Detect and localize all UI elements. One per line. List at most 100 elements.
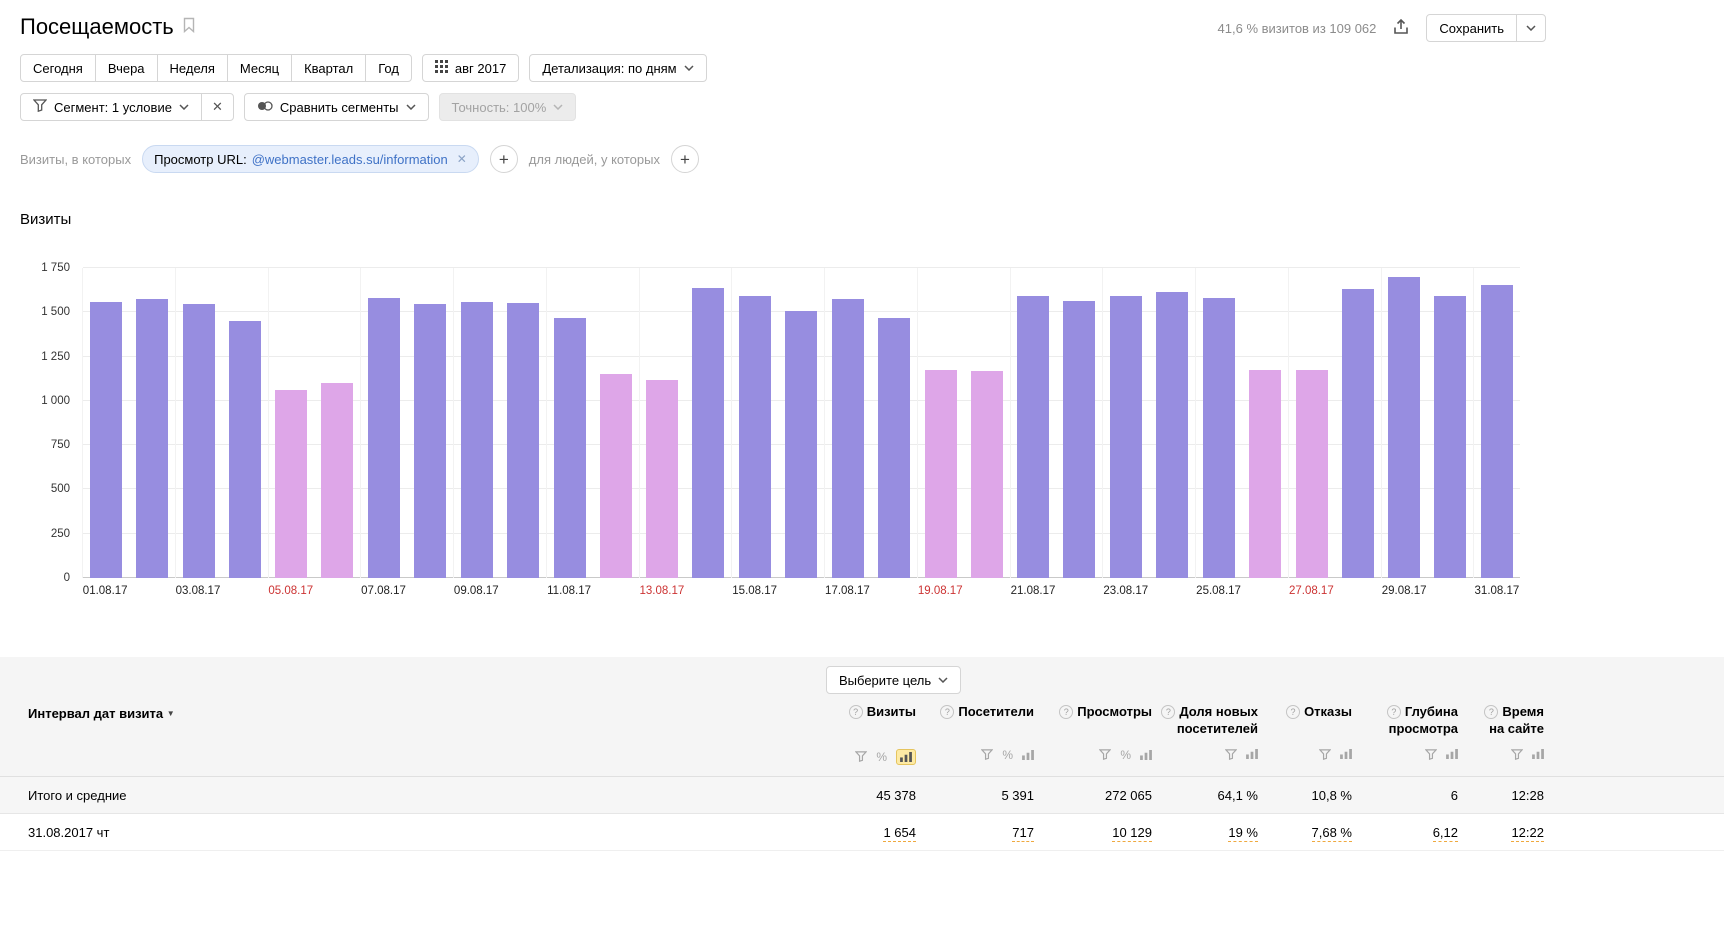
bar-chart-sort-icon[interactable] <box>896 748 916 765</box>
bookmark-icon[interactable] <box>183 17 195 38</box>
row-value-6[interactable]: 12:22 <box>1458 814 1544 850</box>
filter-icon[interactable] <box>1319 749 1331 760</box>
chip-close-icon[interactable]: ✕ <box>456 152 467 166</box>
add-visit-condition-button[interactable]: + <box>489 145 518 173</box>
segment-button[interactable]: Сегмент: 1 условие <box>20 93 202 121</box>
chart-bar[interactable] <box>970 370 1003 578</box>
row-value-3[interactable]: 19 % <box>1152 814 1258 850</box>
row-value-2[interactable]: 10 129 <box>1034 814 1152 850</box>
bar-chart-sort-icon[interactable] <box>1532 749 1544 760</box>
goal-select-button[interactable]: Выберите цель <box>826 666 962 694</box>
chart-bar[interactable] <box>1248 369 1281 578</box>
chart-bar[interactable] <box>368 298 401 578</box>
export-button[interactable] <box>1390 16 1412 41</box>
help-icon[interactable]: ? <box>1386 705 1401 719</box>
row-value-1[interactable]: 717 <box>916 814 1034 850</box>
chart-bar[interactable] <box>135 299 168 578</box>
column-header-2[interactable]: ? Просмотры <box>1034 696 1152 723</box>
chart-bar[interactable] <box>414 304 447 578</box>
filter-icon[interactable] <box>855 751 868 763</box>
percent-icon[interactable]: % <box>1120 747 1131 762</box>
percent-icon[interactable]: % <box>876 749 887 764</box>
period-button-0[interactable]: Сегодня <box>20 54 96 82</box>
chart-bar[interactable] <box>1481 285 1514 578</box>
period-button-4[interactable]: Квартал <box>291 54 367 82</box>
chart-bar[interactable] <box>924 369 957 578</box>
filter-icon[interactable] <box>1511 749 1523 760</box>
column-header-5[interactable]: ? Глубина просмотра <box>1352 696 1458 740</box>
row-value-4[interactable]: 7,68 % <box>1258 814 1352 850</box>
row-value-5[interactable]: 6,12 <box>1352 814 1458 850</box>
row-value-link[interactable]: 1 654 <box>883 824 916 842</box>
bar-chart-sort-icon[interactable] <box>1246 749 1258 760</box>
column-header-4[interactable]: ? Отказы <box>1258 696 1352 723</box>
chart-bar[interactable] <box>1202 298 1235 578</box>
period-button-5[interactable]: Год <box>365 54 412 82</box>
date-interval-header[interactable]: Интервал дат визита ▼ <box>20 696 826 725</box>
chart-bar[interactable] <box>1295 369 1328 578</box>
column-header-0[interactable]: ? Визиты <box>826 696 916 723</box>
chart-bar[interactable] <box>1388 276 1421 578</box>
chart-bar[interactable] <box>1341 289 1374 578</box>
chart-x-axis: 01.08.17 03.08.17 05.08.17 07.08.17 09.08.17… <box>82 585 1520 601</box>
chart-bar[interactable] <box>1017 296 1050 578</box>
chart-bar[interactable] <box>1156 291 1189 578</box>
row-value-link[interactable]: 19 % <box>1228 824 1258 842</box>
calendar-button[interactable]: авг 2017 <box>421 54 520 82</box>
filter-icon[interactable] <box>1425 749 1437 760</box>
chart-bar[interactable] <box>228 321 261 578</box>
row-date-label[interactable]: 31.08.2017 чт <box>28 824 110 840</box>
chart-bar[interactable] <box>460 301 493 578</box>
help-icon[interactable]: ? <box>1286 705 1301 719</box>
chart-bar[interactable] <box>831 299 864 578</box>
help-icon[interactable]: ? <box>1161 705 1176 719</box>
row-value-link[interactable]: 6,12 <box>1432 824 1458 842</box>
bar-chart-sort-icon[interactable] <box>1446 749 1458 760</box>
add-people-condition-button[interactable]: + <box>670 145 699 173</box>
chart-bar[interactable] <box>1063 300 1096 578</box>
chart-bar[interactable] <box>692 288 725 578</box>
chart-bar[interactable] <box>1434 296 1467 578</box>
chart-bar[interactable] <box>89 301 122 578</box>
chart-bar[interactable] <box>506 303 539 578</box>
period-button-3[interactable]: Месяц <box>226 54 293 82</box>
help-icon[interactable]: ? <box>848 705 863 719</box>
chart-bar[interactable] <box>321 383 354 578</box>
bar-chart-sort-icon[interactable] <box>1340 749 1352 760</box>
chart-bar[interactable] <box>182 304 215 578</box>
row-value-link[interactable]: 10 129 <box>1112 824 1152 842</box>
filter-icon[interactable] <box>981 749 994 761</box>
chart-bar[interactable] <box>553 317 586 578</box>
chart-bar[interactable] <box>739 296 772 578</box>
row-value-link[interactable]: 7,68 % <box>1311 824 1352 842</box>
bar-chart-sort-icon[interactable] <box>1022 749 1034 760</box>
chart-bar[interactable] <box>785 311 818 578</box>
segment-clear-button[interactable]: ✕ <box>200 93 234 121</box>
url-filter-chip[interactable]: Просмотр URL: @webmaster.leads.su/inform… <box>142 145 479 173</box>
bar-chart-sort-icon[interactable] <box>1140 749 1152 760</box>
help-icon[interactable]: ? <box>1059 705 1074 719</box>
percent-icon[interactable]: % <box>1002 747 1013 762</box>
row-value-link[interactable]: 12:22 <box>1511 824 1544 842</box>
chart-bar[interactable] <box>275 390 308 578</box>
column-header-3[interactable]: ? Доля новых посетителей <box>1152 696 1258 740</box>
row-value-0[interactable]: 1 654 <box>826 814 916 850</box>
help-icon[interactable]: ? <box>940 705 955 719</box>
row-value-link[interactable]: 717 <box>1012 824 1034 842</box>
column-header-6[interactable]: ? Время на сайте <box>1458 696 1544 740</box>
save-button[interactable]: Сохранить <box>1426 14 1517 42</box>
chart-bar[interactable] <box>599 374 632 578</box>
chart-bar[interactable] <box>1110 296 1143 578</box>
filter-icon[interactable] <box>1099 749 1112 761</box>
help-icon[interactable]: ? <box>1484 705 1499 719</box>
accuracy-button[interactable]: Точность: 100% <box>438 93 577 121</box>
detail-button[interactable]: Детализация: по дням <box>529 54 707 82</box>
period-button-1[interactable]: Вчера <box>94 54 158 82</box>
filter-icon[interactable] <box>1225 749 1237 760</box>
chart-bar[interactable] <box>877 317 910 578</box>
period-button-2[interactable]: Неделя <box>156 54 228 82</box>
compare-segments-button[interactable]: Сравнить сегменты <box>243 93 429 121</box>
column-header-1[interactable]: ? Посетители <box>916 696 1034 723</box>
save-dropdown-button[interactable] <box>1516 14 1546 42</box>
chart-bar[interactable] <box>646 379 679 578</box>
